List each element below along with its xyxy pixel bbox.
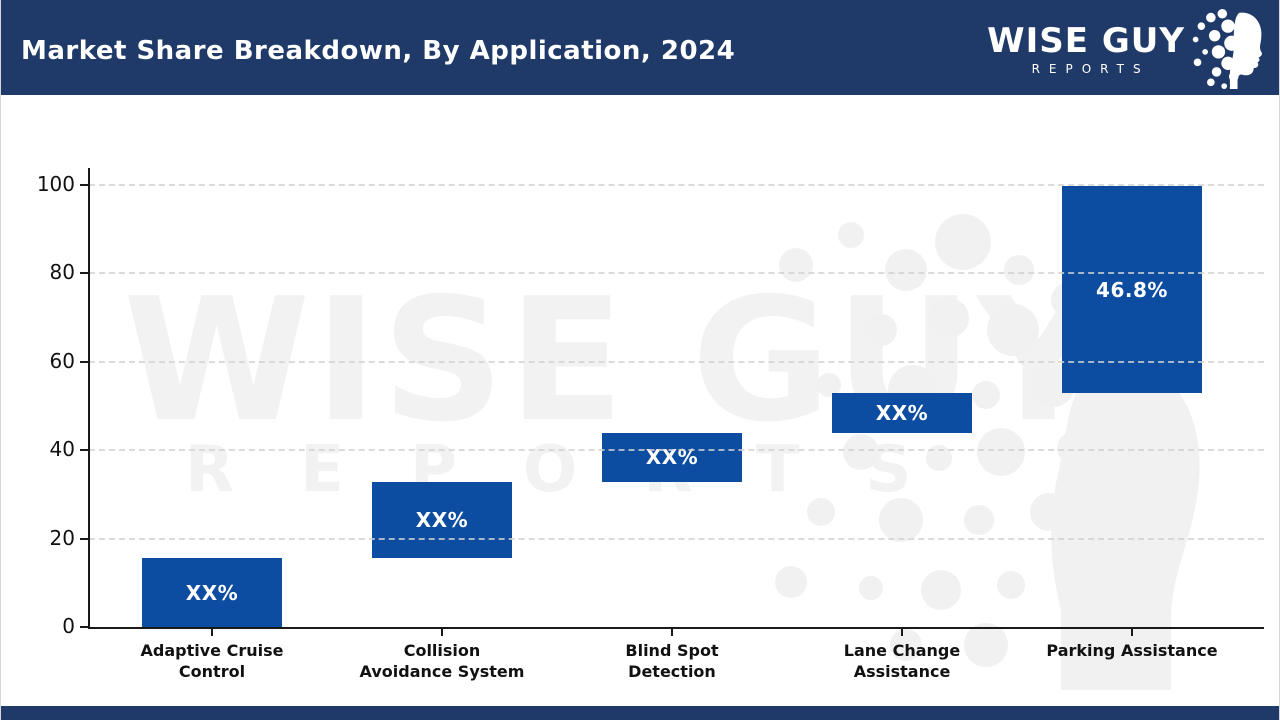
y-tick-label: 80	[49, 260, 75, 285]
category-label-1: Adaptive Cruise Control	[140, 641, 284, 681]
y-tick-mark	[80, 272, 89, 275]
y-tick-mark	[80, 360, 89, 363]
y-tick-label: 0	[62, 614, 75, 638]
y-tick-label: 20	[49, 525, 75, 550]
bar-3: XX%	[602, 432, 742, 482]
bar-4: XX%	[832, 393, 972, 433]
x-tick-mark	[671, 629, 673, 636]
gridline-20	[89, 537, 1264, 540]
logo-wordmark: WISE GUY	[987, 20, 1185, 61]
x-tick-mark	[211, 629, 213, 636]
bar-value-label: XX%	[875, 401, 929, 426]
wiseguy-logo: WISE GUY REPORTS	[987, 8, 1267, 90]
x-tick-mark	[441, 629, 443, 636]
watermark-face-dots-icon	[775, 214, 1200, 690]
header-bar: Market Share Breakdown, By Application, …	[1, 0, 1279, 95]
x-tick-mark	[901, 629, 903, 636]
watermark-subtext: REPORTS	[185, 433, 978, 507]
bar-5: 46.8%	[1062, 186, 1202, 394]
y-tick-mark	[80, 626, 89, 628]
bar-2: XX%	[372, 482, 512, 559]
x-axis	[88, 627, 1264, 629]
logo-subtext: REPORTS	[1031, 61, 1150, 76]
gridline-60	[89, 360, 1264, 363]
category-label-5: Parking Assistance	[1046, 641, 1218, 660]
bar-value-label: 46.8%	[1096, 277, 1168, 302]
footer-bar	[1, 706, 1279, 720]
y-tick-mark	[80, 184, 89, 186]
page-title: Market Share Breakdown, By Application, …	[21, 36, 736, 66]
y-tick-mark	[80, 449, 89, 452]
category-label-4: Lane Change Assistance	[843, 641, 961, 681]
bar-1: XX%	[142, 558, 282, 627]
y-tick-label: 40	[49, 437, 75, 462]
y-tick-label: 100	[36, 172, 75, 196]
gridline-80	[89, 272, 1264, 275]
gridline-100	[89, 184, 1264, 186]
y-tick-mark	[80, 537, 89, 540]
bar-value-label: XX%	[185, 580, 239, 605]
x-tick-mark	[1131, 629, 1133, 636]
y-tick-label: 60	[49, 348, 75, 373]
category-label-2: Collision Avoidance System	[359, 641, 525, 681]
bar-value-label: XX%	[415, 508, 469, 533]
y-axis	[88, 168, 90, 629]
wiseguy-face-icon	[1192, 9, 1262, 89]
logo-text: WISE GUY REPORTS	[987, 23, 1185, 76]
gridline-40	[89, 449, 1264, 452]
category-label-3: Blind Spot Detection	[625, 641, 719, 681]
